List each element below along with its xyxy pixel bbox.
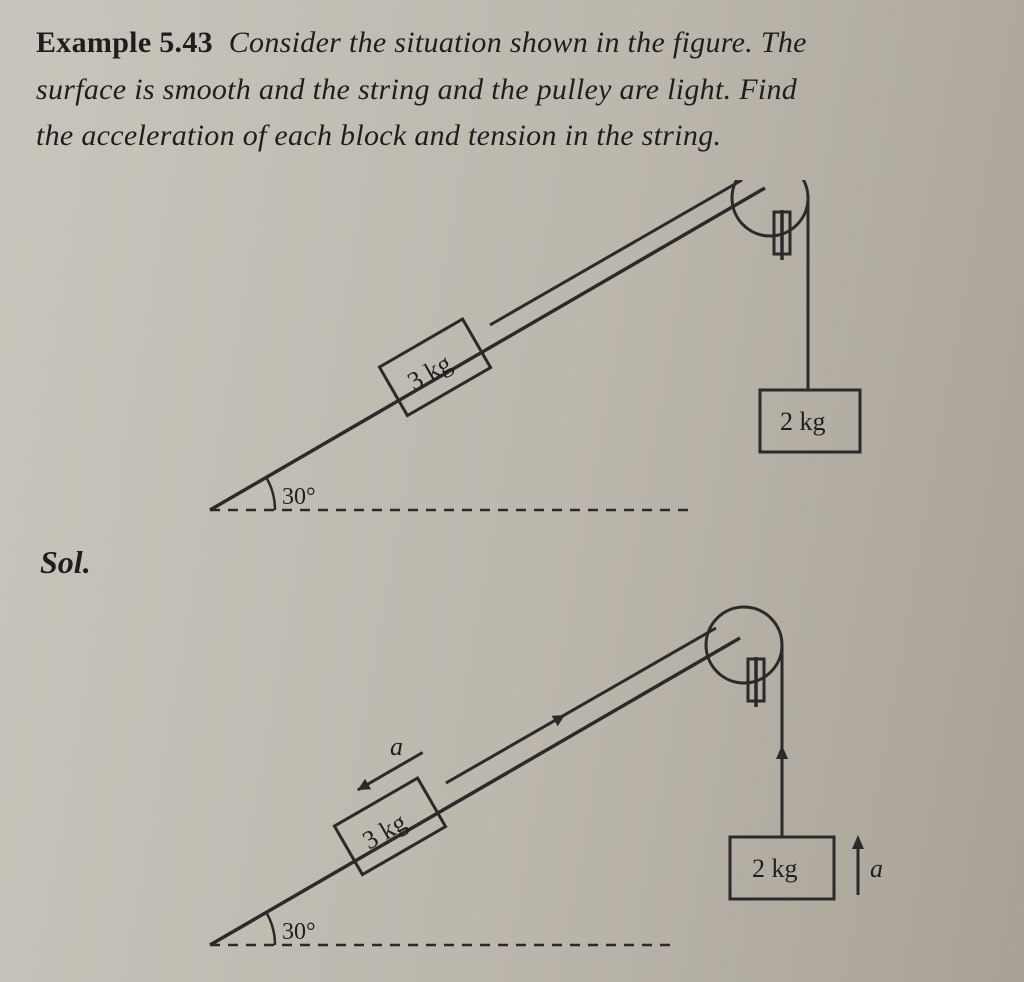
pulley-2 (706, 607, 782, 683)
problem-line-2: surface is smooth and the string and the… (36, 73, 797, 106)
incline-line-2 (210, 638, 740, 945)
block-2kg-label-2: 2 kg (752, 854, 798, 883)
problem-statement: Example 5.43 Consider the situation show… (36, 20, 988, 160)
incline-line (210, 188, 765, 510)
string-incline (490, 180, 742, 325)
figure-problem: 30° 3 kg 2 kg (0, 180, 1024, 540)
angle-label: 30° (282, 484, 316, 510)
angle-label-2: 30° (282, 919, 316, 945)
string-vertical-arrow (776, 745, 788, 759)
angle-arc (266, 477, 275, 510)
problem-line-1: Consider the situation shown in the figu… (229, 26, 807, 59)
string-incline-2 (446, 628, 716, 783)
pulley (732, 180, 808, 236)
accel-label-vertical: a (870, 854, 883, 883)
block-2kg-label: 2 kg (780, 407, 826, 436)
problem-line-3: the acceleration of each block and tensi… (36, 119, 721, 152)
example-number: Example 5.43 (36, 26, 213, 59)
figure-solution: 30° a 3 kg 2 kg (0, 555, 1024, 975)
block-3kg-label-2: 3 kg (358, 807, 412, 855)
page: Example 5.43 Consider the situation show… (0, 0, 1024, 982)
angle-arc-2 (266, 912, 275, 945)
string-arrowhead (552, 710, 568, 726)
block-3kg-group-2: 3 kg (334, 778, 445, 874)
accel-arrow-vertical (852, 835, 864, 895)
block-3kg-label: 3 kg (403, 348, 457, 396)
accel-label-incline: a (390, 732, 403, 761)
